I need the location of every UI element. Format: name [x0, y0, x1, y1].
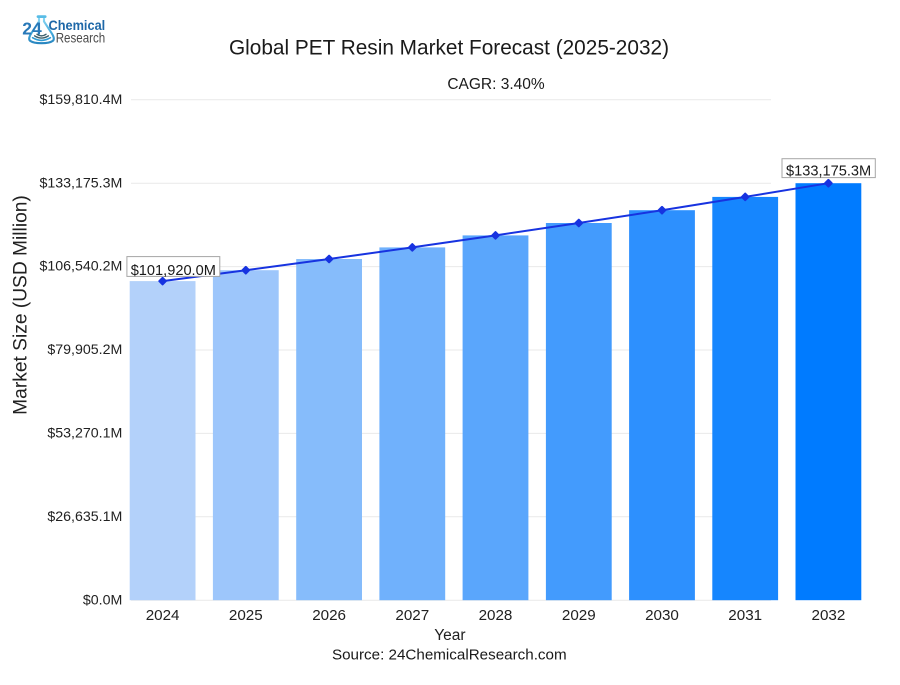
svg-text:2024: 2024: [146, 607, 180, 624]
svg-text:$79,905.2M: $79,905.2M: [47, 342, 122, 358]
svg-text:Source: 24ChemicalResearch.com: Source: 24ChemicalResearch.com: [332, 647, 567, 664]
svg-text:$53,270.1M: $53,270.1M: [47, 426, 122, 442]
svg-text:Market Size (USD Million): Market Size (USD Million): [11, 195, 32, 415]
svg-text:$159,810.4M: $159,810.4M: [39, 92, 122, 108]
svg-text:$26,635.1M: $26,635.1M: [47, 509, 122, 525]
svg-text:Research: Research: [56, 29, 105, 45]
svg-text:$106,540.2M: $106,540.2M: [39, 259, 122, 275]
svg-text:2025: 2025: [229, 607, 263, 624]
svg-text:2031: 2031: [728, 607, 762, 624]
svg-text:24: 24: [22, 19, 42, 39]
svg-text:Global PET Resin Market Foreca: Global PET Resin Market Forecast (2025-2…: [229, 37, 669, 60]
svg-text:$0.0M: $0.0M: [83, 592, 122, 608]
svg-text:$133,175.3M: $133,175.3M: [39, 175, 122, 191]
svg-text:Year: Year: [434, 627, 465, 644]
svg-text:$101,920.0M: $101,920.0M: [131, 263, 216, 279]
svg-text:2026: 2026: [312, 607, 346, 624]
svg-text:CAGR: 3.40%: CAGR: 3.40%: [447, 76, 545, 93]
svg-text:Chemical: Chemical: [49, 17, 106, 33]
svg-text:$133,175.3M: $133,175.3M: [786, 164, 871, 180]
svg-text:2030: 2030: [645, 607, 679, 624]
svg-text:2028: 2028: [479, 607, 513, 624]
svg-text:2027: 2027: [395, 607, 429, 624]
svg-text:2032: 2032: [812, 607, 846, 624]
svg-text:2029: 2029: [562, 607, 596, 624]
